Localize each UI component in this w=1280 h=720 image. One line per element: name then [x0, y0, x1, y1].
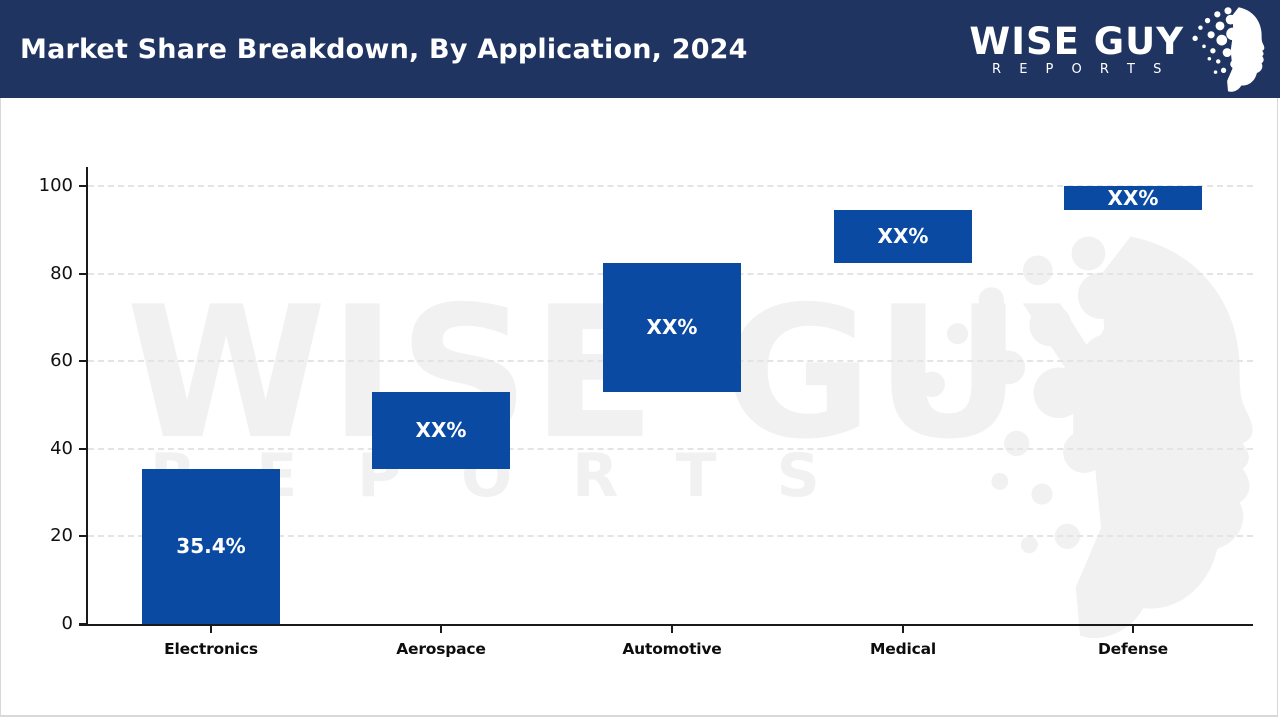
bar-medical: XX% — [834, 210, 972, 263]
x-tick-mark — [210, 626, 212, 633]
bar-electronics: 35.4% — [142, 468, 280, 624]
bar-label-medical: XX% — [877, 224, 929, 249]
x-tick-mark — [1132, 626, 1134, 633]
x-category-label-aerospace: Aerospace — [396, 640, 486, 658]
bar-label-electronics: 35.4% — [176, 534, 246, 559]
wise-guy-logo: WISE GUY R E P O R T S — [969, 4, 1268, 94]
logo-text: WISE GUY R E P O R T S — [969, 23, 1184, 76]
y-tick-mark — [79, 272, 88, 275]
y-tick-mark — [79, 360, 88, 363]
gridline-20 — [88, 535, 1253, 538]
x-category-label-electronics: Electronics — [164, 640, 258, 658]
x-tick-mark — [671, 626, 673, 633]
y-tick-label: 80 — [50, 262, 73, 284]
x-tick-mark — [902, 626, 904, 633]
header-bar: Market Share Breakdown, By Application, … — [0, 0, 1280, 98]
watermark-head-icon — [919, 236, 1253, 639]
bar-defense: XX% — [1064, 186, 1202, 211]
y-tick-label: 40 — [50, 437, 73, 459]
y-axis-line — [86, 167, 88, 626]
y-tick-mark — [79, 447, 88, 450]
bar-label-aerospace: XX% — [415, 418, 467, 443]
y-tick-label: 100 — [38, 175, 73, 196]
x-category-label-automotive: Automotive — [622, 640, 722, 658]
logo-wordmark: WISE GUY — [969, 19, 1184, 63]
y-tick-label: 20 — [50, 525, 73, 547]
logo-head-icon — [1192, 7, 1265, 92]
y-tick-label: 0 — [61, 613, 73, 634]
x-axis-line — [79, 624, 1253, 626]
x-category-label-defense: Defense — [1097, 640, 1168, 658]
x-tick-mark — [440, 626, 442, 633]
page-title: Market Share Breakdown, By Application, … — [20, 33, 748, 65]
bar-label-automotive: XX% — [646, 315, 698, 340]
y-tick-label: 60 — [50, 350, 73, 372]
gridline-40 — [88, 447, 1253, 450]
bar-aerospace: XX% — [372, 391, 510, 469]
bar-label-defense: XX% — [1107, 186, 1159, 211]
x-category-label-medical: Medical — [870, 640, 936, 658]
gridline-100 — [88, 185, 1253, 187]
y-tick-mark — [79, 535, 88, 538]
logo-subtitle: R E P O R T S — [992, 61, 1169, 77]
bar-automotive: XX% — [603, 262, 741, 392]
y-tick-mark — [79, 185, 88, 187]
